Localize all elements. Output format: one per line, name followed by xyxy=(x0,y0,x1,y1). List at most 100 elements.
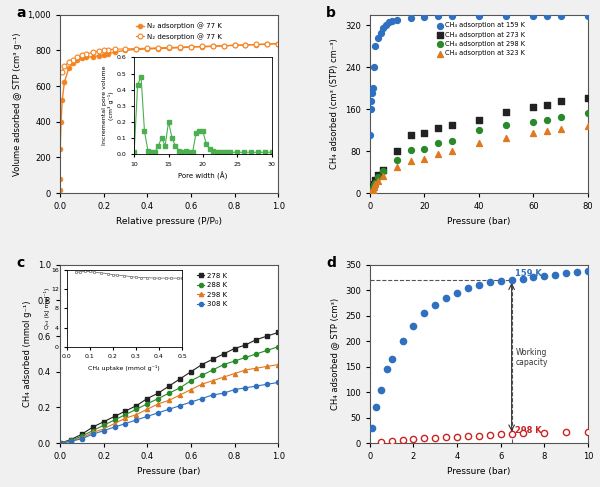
CH₄ adsorption at 298 K xyxy=(369,181,379,189)
N₂ desorption @ 77 K xyxy=(78,53,85,58)
308 K xyxy=(67,438,74,444)
308 K xyxy=(242,385,249,391)
308 K xyxy=(89,431,97,437)
CH₄ adsorption at 298 K xyxy=(419,145,429,152)
159 K xyxy=(377,387,385,393)
308 K xyxy=(78,436,85,442)
Text: Working
capacity: Working capacity xyxy=(516,348,548,367)
288 K xyxy=(220,362,227,368)
CH₄ adsorption at 323 K xyxy=(368,186,377,193)
CH₄ adsorption at 159 K xyxy=(368,84,377,92)
N₂ desorption @ 77 K xyxy=(263,41,271,47)
298 K xyxy=(220,374,227,380)
N₂ desorption @ 77 K xyxy=(242,42,249,48)
159 K xyxy=(541,273,548,279)
N₂ adsorption @ 77 K xyxy=(58,119,65,125)
CH₄ adsorption at 159 K xyxy=(366,105,376,113)
CH₄ adsorption at 159 K xyxy=(373,35,383,42)
N₂ adsorption @ 77 K xyxy=(122,47,129,53)
Text: 159 K: 159 K xyxy=(515,269,542,278)
CH₄ adsorption at 298 K xyxy=(373,173,383,181)
N₂ adsorption @ 77 K xyxy=(59,97,66,103)
N₂ desorption @ 77 K xyxy=(166,44,173,50)
N₂ desorption @ 77 K xyxy=(198,43,205,49)
Line: 308 K: 308 K xyxy=(58,380,280,445)
Text: 298 K: 298 K xyxy=(515,427,542,435)
298 K xyxy=(133,412,140,417)
CH₄ adsorption at 298 K xyxy=(433,139,443,147)
N₂ desorption @ 77 K xyxy=(111,46,118,52)
278 K xyxy=(133,403,140,409)
288 K xyxy=(122,412,129,417)
308 K xyxy=(100,428,107,433)
288 K xyxy=(56,440,64,446)
308 K xyxy=(176,403,184,409)
298 K xyxy=(231,371,238,376)
Text: d: d xyxy=(326,256,336,270)
308 K xyxy=(111,424,118,430)
N₂ desorption @ 77 K xyxy=(89,50,97,56)
N₂ adsorption @ 77 K xyxy=(275,41,282,47)
N₂ desorption @ 77 K xyxy=(209,43,217,49)
CH₄ adsorption at 298 K xyxy=(474,126,484,134)
N₂ adsorption @ 77 K xyxy=(209,43,217,49)
CH₄ adsorption at 298 K xyxy=(392,156,402,164)
CH₄ adsorption at 159 K xyxy=(379,24,388,32)
N₂ adsorption @ 77 K xyxy=(83,55,90,60)
CH₄ adsorption at 159 K xyxy=(387,17,397,25)
278 K xyxy=(166,383,173,389)
278 K xyxy=(275,330,282,336)
159 K xyxy=(497,278,505,284)
Text: c: c xyxy=(16,256,25,270)
N₂ desorption @ 77 K xyxy=(100,47,107,53)
CH₄ adsorption at 323 K xyxy=(373,177,383,185)
N₂ desorption @ 77 K xyxy=(61,63,68,69)
CH₄ adsorption at 323 K xyxy=(379,172,388,180)
N₂ desorption @ 77 K xyxy=(65,59,73,65)
278 K xyxy=(242,342,249,348)
298 K xyxy=(454,433,461,439)
N₂ adsorption @ 77 K xyxy=(155,46,162,52)
288 K xyxy=(263,347,271,353)
N₂ desorption @ 77 K xyxy=(220,43,227,49)
308 K xyxy=(122,421,129,427)
N₂ desorption @ 77 K xyxy=(275,41,282,47)
278 K xyxy=(263,333,271,339)
278 K xyxy=(198,362,205,368)
X-axis label: Pressure (bar): Pressure (bar) xyxy=(137,467,201,476)
278 K xyxy=(143,395,151,401)
N₂ desorption @ 77 K xyxy=(231,42,238,48)
N₂ adsorption @ 77 K xyxy=(100,52,107,58)
288 K xyxy=(67,438,74,444)
288 K xyxy=(143,401,151,407)
298 K xyxy=(519,431,526,436)
CH₄ adsorption at 323 K xyxy=(433,150,443,158)
Legend: N₂ adsorption @ 77 K, N₂ desorption @ 77 K: N₂ adsorption @ 77 K, N₂ desorption @ 77… xyxy=(133,20,225,42)
298 K xyxy=(89,430,97,435)
298 K xyxy=(410,436,417,442)
278 K xyxy=(187,369,194,375)
298 K xyxy=(56,440,64,446)
Y-axis label: CH₄ adsorbed (cm³ (STP) cm⁻³): CH₄ adsorbed (cm³ (STP) cm⁻³) xyxy=(331,38,340,169)
Line: 278 K: 278 K xyxy=(58,330,280,445)
CH₄ adsorption at 159 K xyxy=(556,12,566,19)
N₂ desorption @ 77 K xyxy=(176,44,184,50)
CH₄ adsorption at 323 K xyxy=(367,187,377,194)
N₂ desorption @ 77 K xyxy=(253,41,260,47)
Line: N₂ desorption @ 77 K: N₂ desorption @ 77 K xyxy=(60,41,281,74)
CH₄ adsorption at 298 K xyxy=(406,146,416,153)
CH₄ adsorption at 273 K xyxy=(583,94,593,101)
N₂ adsorption @ 77 K xyxy=(65,65,73,71)
298 K xyxy=(187,387,194,393)
288 K xyxy=(187,378,194,384)
159 K xyxy=(574,269,581,275)
CH₄ adsorption at 273 K xyxy=(367,186,376,193)
Line: 298 K: 298 K xyxy=(58,362,280,445)
Legend: CH₄ adsorption at 159 K, CH₄ adsorption at 273 K, CH₄ adsorption at 298 K, CH₄ a: CH₄ adsorption at 159 K, CH₄ adsorption … xyxy=(434,20,527,59)
CH₄ adsorption at 323 K xyxy=(365,189,375,197)
CH₄ adsorption at 273 K xyxy=(447,121,457,129)
N₂ adsorption @ 77 K xyxy=(143,46,151,52)
159 K xyxy=(443,295,450,300)
CH₄ adsorption at 323 K xyxy=(447,147,457,155)
CH₄ adsorption at 273 K xyxy=(373,171,383,179)
